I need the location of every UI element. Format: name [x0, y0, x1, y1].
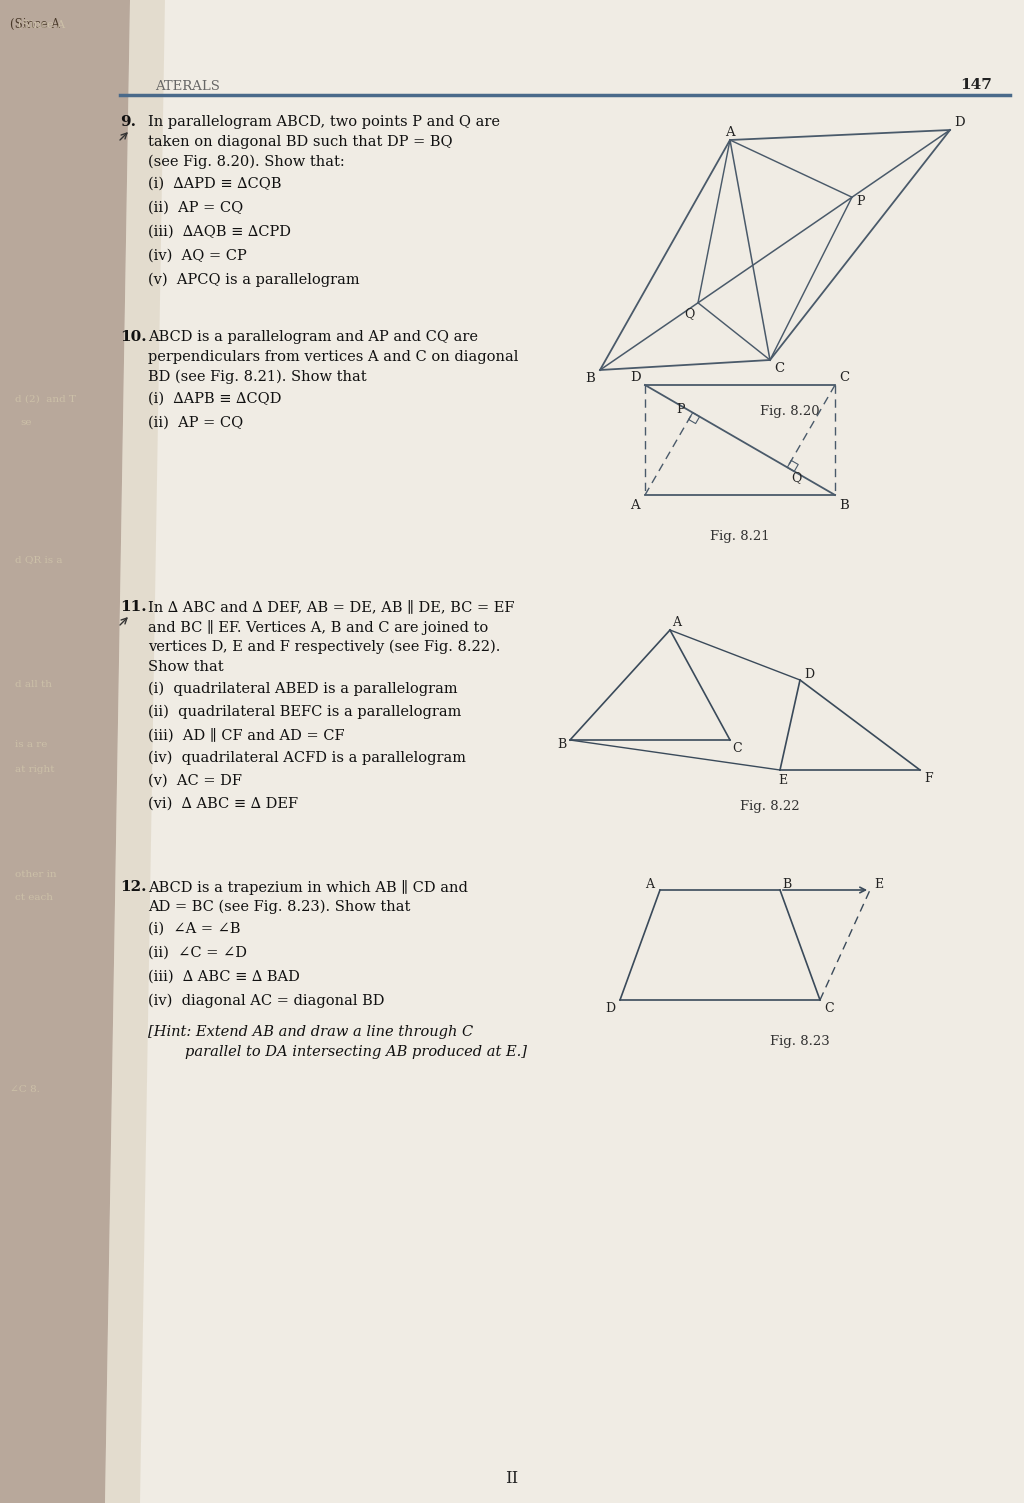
Text: 10.: 10. [120, 331, 146, 344]
Text: II: II [506, 1470, 518, 1486]
Text: AD = BC (see Fig. 8.23). Show that: AD = BC (see Fig. 8.23). Show that [148, 900, 411, 914]
Text: C: C [824, 1003, 834, 1015]
Text: (v)  APCQ is a parallelogram: (v) APCQ is a parallelogram [148, 274, 359, 287]
Text: (iv)  quadrilateral ACFD is a parallelogram: (iv) quadrilateral ACFD is a parallelogr… [148, 752, 466, 765]
Text: (i)  ∆APD ≡ ∆CQB: (i) ∆APD ≡ ∆CQB [148, 177, 282, 191]
Text: C: C [774, 362, 784, 376]
Text: P: P [677, 403, 685, 416]
Text: E: E [778, 774, 787, 788]
Text: 12.: 12. [120, 879, 146, 894]
Text: Fig. 8.22: Fig. 8.22 [740, 800, 800, 813]
Text: ATERALS: ATERALS [155, 80, 220, 93]
Text: perpendiculars from vertices A and C on diagonal: perpendiculars from vertices A and C on … [148, 350, 518, 364]
Text: (i)  ∆APB ≡ ∆CQD: (i) ∆APB ≡ ∆CQD [148, 392, 282, 406]
Text: at right: at right [15, 765, 54, 774]
Text: B: B [585, 373, 595, 385]
Text: (iii)  ∆ ABC ≡ ∆ BAD: (iii) ∆ ABC ≡ ∆ BAD [148, 969, 300, 984]
Text: (ii)  quadrilateral BEFC is a parallelogram: (ii) quadrilateral BEFC is a parallelogr… [148, 705, 462, 720]
Text: (ii)  ∠C = ∠D: (ii) ∠C = ∠D [148, 945, 247, 960]
Text: other in: other in [15, 870, 56, 879]
Text: Fig. 8.21: Fig. 8.21 [710, 531, 770, 543]
Text: parallel to DA intersecting AB produced at E.]: parallel to DA intersecting AB produced … [185, 1045, 527, 1060]
Text: D: D [954, 116, 965, 129]
Text: E: E [874, 878, 883, 891]
Text: [Hint: Extend AB and draw a line through C: [Hint: Extend AB and draw a line through… [148, 1025, 473, 1039]
Text: C: C [732, 742, 741, 755]
Text: d QR is a: d QR is a [15, 555, 62, 564]
Text: ct each: ct each [15, 893, 53, 902]
Text: ABCD is a trapezium in which AB ∥ CD and: ABCD is a trapezium in which AB ∥ CD and [148, 879, 468, 894]
Text: ∠C 8.: ∠C 8. [10, 1085, 40, 1094]
Text: (Since A: (Since A [10, 18, 59, 32]
Text: Q: Q [684, 307, 694, 320]
Text: D: D [605, 1003, 615, 1015]
Text: (iv)  diagonal AC = diagonal BD: (iv) diagonal AC = diagonal BD [148, 993, 384, 1009]
Text: A: A [672, 616, 681, 628]
Text: A: A [630, 499, 640, 513]
Text: (i)  ∠A = ∠B: (i) ∠A = ∠B [148, 921, 241, 936]
Text: 11.: 11. [120, 600, 146, 615]
Text: 9.: 9. [120, 116, 136, 129]
Text: is a re: is a re [15, 739, 47, 748]
Text: B: B [557, 738, 566, 752]
Text: F: F [924, 773, 933, 785]
Text: ABCD is a parallelogram and AP and CQ are: ABCD is a parallelogram and AP and CQ ar… [148, 331, 478, 344]
Text: taken on diagonal BD such that DP = BQ: taken on diagonal BD such that DP = BQ [148, 135, 453, 149]
Text: (iv)  AQ = CP: (iv) AQ = CP [148, 249, 247, 263]
Text: vertices D, E and F respectively (see Fig. 8.22).: vertices D, E and F respectively (see Fi… [148, 640, 501, 654]
Text: and BC ∥ EF. Vertices A, B and C are joined to: and BC ∥ EF. Vertices A, B and C are joi… [148, 621, 488, 634]
Text: se: se [20, 418, 32, 427]
Text: (iii)  ∆AQB ≡ ∆CPD: (iii) ∆AQB ≡ ∆CPD [148, 225, 291, 239]
Text: A: A [725, 126, 734, 138]
Text: 147: 147 [961, 78, 992, 92]
Text: (see Fig. 8.20). Show that:: (see Fig. 8.20). Show that: [148, 155, 345, 170]
Text: d (2)  and T: d (2) and T [15, 395, 76, 404]
Text: In ∆ ABC and ∆ DEF, AB = DE, AB ∥ DE, BC = EF: In ∆ ABC and ∆ DEF, AB = DE, AB ∥ DE, BC… [148, 600, 514, 615]
Text: B: B [839, 499, 849, 513]
Text: In parallelogram ABCD, two points P and Q are: In parallelogram ABCD, two points P and … [148, 116, 500, 129]
Polygon shape [0, 0, 130, 1503]
Text: Show that: Show that [148, 660, 223, 673]
Text: (v)  AC = DF: (v) AC = DF [148, 774, 242, 788]
Text: BD (see Fig. 8.21). Show that: BD (see Fig. 8.21). Show that [148, 370, 367, 385]
Text: (ii)  AP = CQ: (ii) AP = CQ [148, 416, 244, 430]
Polygon shape [105, 0, 165, 1503]
Text: P: P [856, 195, 864, 209]
Text: (vi)  ∆ ABC ≡ ∆ DEF: (vi) ∆ ABC ≡ ∆ DEF [148, 797, 298, 812]
Text: D: D [804, 667, 814, 681]
Text: (i)  quadrilateral ABED is a parallelogram: (i) quadrilateral ABED is a parallelogra… [148, 682, 458, 696]
Text: D: D [630, 371, 641, 383]
Text: Fig. 8.20: Fig. 8.20 [760, 404, 819, 418]
Text: (iii)  AD ∥ CF and AD = CF: (iii) AD ∥ CF and AD = CF [148, 727, 345, 742]
Text: d all th: d all th [15, 679, 52, 688]
Text: Q: Q [792, 472, 802, 484]
Text: (ii)  AP = CQ: (ii) AP = CQ [148, 201, 244, 215]
Text: (Since A: (Since A [18, 20, 66, 30]
Text: C: C [839, 371, 849, 383]
Text: A: A [645, 878, 654, 891]
Text: Fig. 8.23: Fig. 8.23 [770, 1036, 829, 1048]
Text: B: B [782, 878, 792, 891]
